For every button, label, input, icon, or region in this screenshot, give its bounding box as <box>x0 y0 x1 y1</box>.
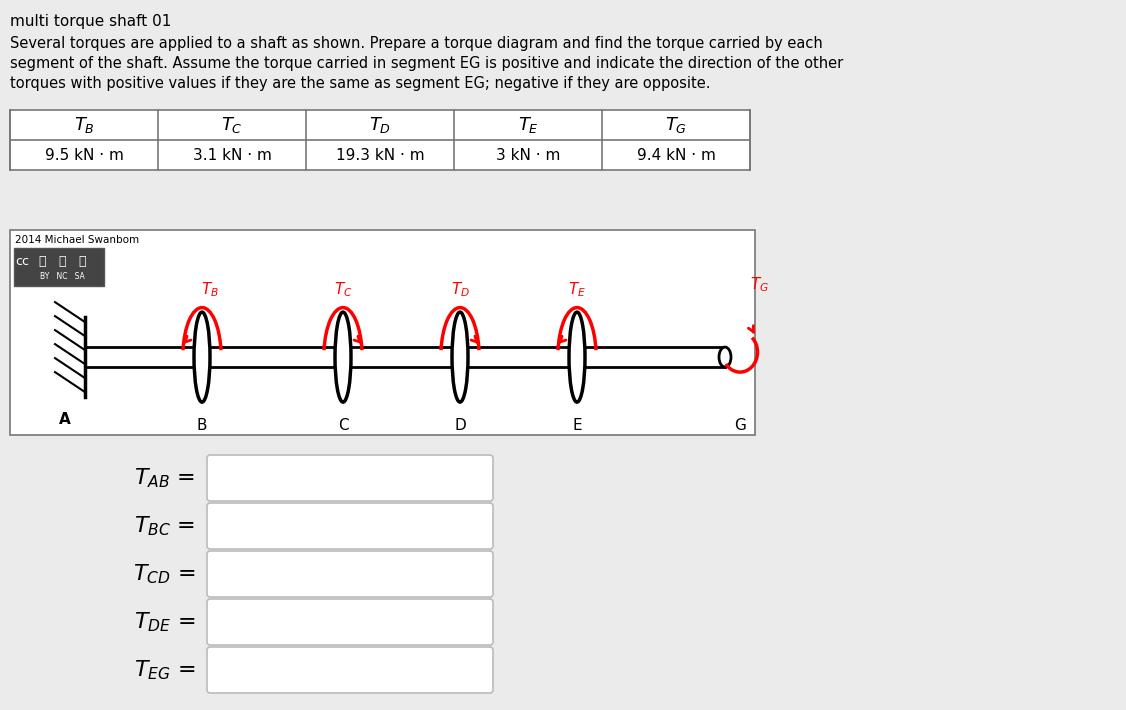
Text: segment of the shaft. Assume the torque carried in segment EG is positive and in: segment of the shaft. Assume the torque … <box>10 56 843 71</box>
Bar <box>14 248 104 286</box>
Text: $T_{DE}$ =: $T_{DE}$ = <box>134 610 195 634</box>
FancyBboxPatch shape <box>207 599 493 645</box>
Text: B: B <box>197 417 207 432</box>
Text: 2014 Michael Swanbom: 2014 Michael Swanbom <box>15 235 140 245</box>
FancyBboxPatch shape <box>207 551 493 597</box>
Text: torques with positive values if they are the same as segment EG; negative if the: torques with positive values if they are… <box>10 76 711 91</box>
Text: multi torque shaft 01: multi torque shaft 01 <box>10 14 171 29</box>
Bar <box>10 110 750 170</box>
Bar <box>10 230 756 435</box>
Text: $T_{AB}$ =: $T_{AB}$ = <box>134 466 195 490</box>
Ellipse shape <box>194 312 211 402</box>
FancyBboxPatch shape <box>207 455 493 501</box>
Text: $T_B$: $T_B$ <box>73 115 95 135</box>
Text: Ⓢ: Ⓢ <box>59 255 65 268</box>
Text: $T_C$: $T_C$ <box>333 280 352 299</box>
Text: $T_B$: $T_B$ <box>202 280 218 299</box>
Text: G: G <box>734 417 745 432</box>
Text: $T_C$: $T_C$ <box>221 115 243 135</box>
Text: C: C <box>338 417 348 432</box>
Ellipse shape <box>452 312 468 402</box>
Ellipse shape <box>569 312 586 402</box>
Text: 3.1 kN · m: 3.1 kN · m <box>193 148 271 163</box>
Text: $T_{EG}$ =: $T_{EG}$ = <box>134 658 195 682</box>
Text: $T_{CD}$ =: $T_{CD}$ = <box>133 562 195 586</box>
FancyBboxPatch shape <box>207 647 493 693</box>
Text: cc: cc <box>15 255 29 268</box>
Text: $T_D$: $T_D$ <box>369 115 391 135</box>
Text: $T_G$: $T_G$ <box>665 115 687 135</box>
Text: $T_E$: $T_E$ <box>568 280 586 299</box>
Text: $T_{BC}$ =: $T_{BC}$ = <box>134 514 195 537</box>
Text: $T_D$: $T_D$ <box>450 280 470 299</box>
Text: E: E <box>572 417 582 432</box>
Text: $T_G$: $T_G$ <box>751 275 769 295</box>
Ellipse shape <box>336 312 351 402</box>
FancyBboxPatch shape <box>207 503 493 549</box>
Text: D: D <box>454 417 466 432</box>
Ellipse shape <box>720 347 731 367</box>
Text: Several torques are applied to a shaft as shown. Prepare a torque diagram and fi: Several torques are applied to a shaft a… <box>10 36 823 51</box>
Text: 9.4 kN · m: 9.4 kN · m <box>636 148 715 163</box>
Text: ⓘ: ⓘ <box>38 255 46 268</box>
Text: $T_E$: $T_E$ <box>518 115 538 135</box>
Text: Ⓞ: Ⓞ <box>78 255 86 268</box>
Text: 9.5 kN · m: 9.5 kN · m <box>45 148 124 163</box>
Text: A: A <box>60 413 71 427</box>
Text: 3 kN · m: 3 kN · m <box>495 148 561 163</box>
Text: BY   NC   SA: BY NC SA <box>39 272 84 281</box>
Text: 19.3 kN · m: 19.3 kN · m <box>336 148 425 163</box>
